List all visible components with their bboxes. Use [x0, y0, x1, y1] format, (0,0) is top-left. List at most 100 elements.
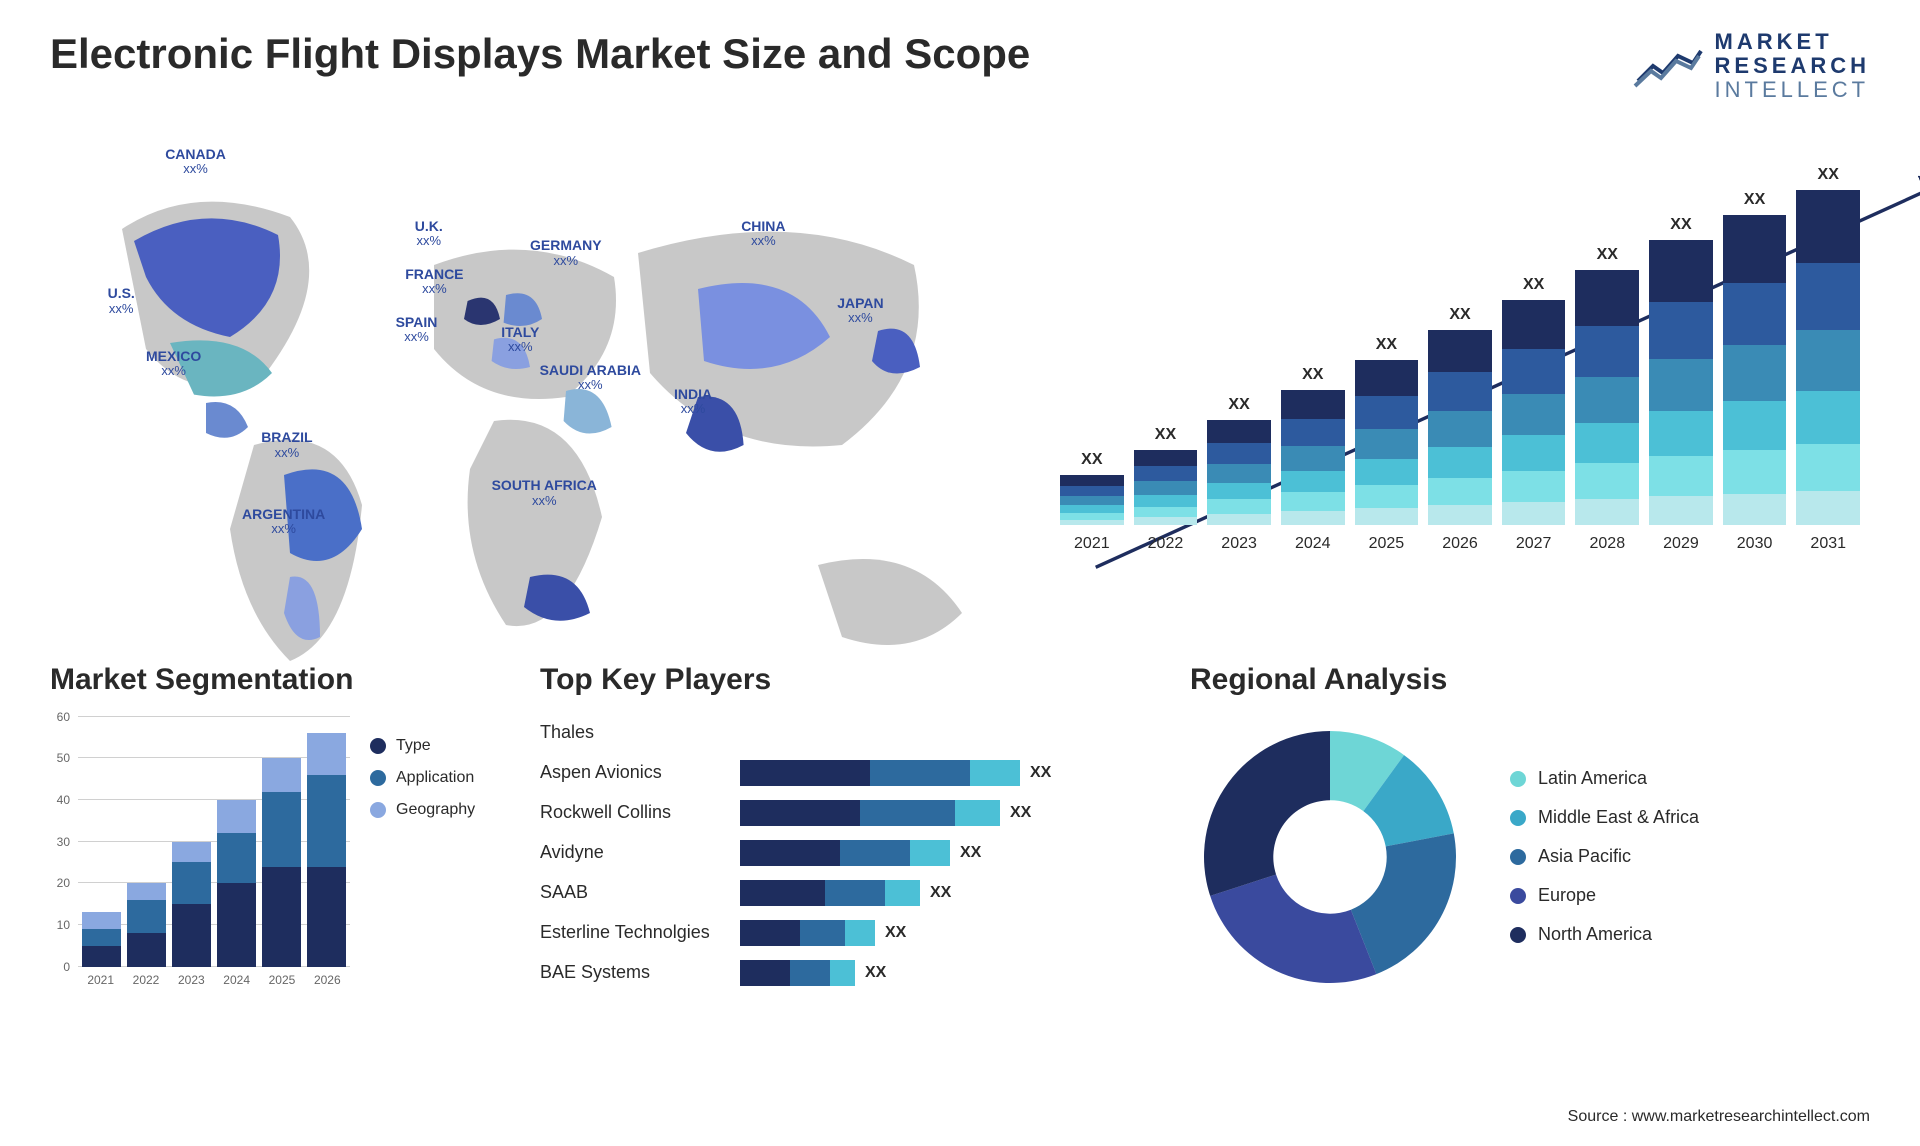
forecast-bar: XX 2028 — [1575, 246, 1639, 553]
forecast-year: 2029 — [1663, 535, 1699, 553]
forecast-value: XX — [1744, 191, 1765, 209]
seg-bar — [217, 800, 256, 967]
map-label: BRAZILxx% — [261, 430, 312, 460]
y-tick: 40 — [57, 793, 70, 807]
y-tick: 60 — [57, 710, 70, 724]
player-name: BAE Systems — [540, 962, 740, 983]
regional-title: Regional Analysis — [1190, 663, 1870, 697]
player-value: XX — [1010, 804, 1031, 822]
player-row: Esterline TechnolgiesXX — [540, 917, 1160, 949]
forecast-year: 2024 — [1295, 535, 1331, 553]
forecast-value: XX — [1228, 396, 1249, 414]
forecast-value: XX — [1818, 166, 1839, 184]
forecast-bar: XX 2030 — [1723, 191, 1787, 553]
forecast-bar: XX 2021 — [1060, 451, 1124, 553]
forecast-value: XX — [1081, 451, 1102, 469]
legend-item: Geography — [370, 801, 475, 819]
logo-line3: INTELLECT — [1715, 78, 1870, 102]
forecast-year: 2027 — [1516, 535, 1552, 553]
forecast-bar: XX 2023 — [1207, 396, 1271, 553]
legend-item: Application — [370, 769, 475, 787]
player-value: XX — [885, 924, 906, 942]
player-name: Avidyne — [540, 842, 740, 863]
seg-bar — [307, 733, 346, 966]
map-label: MEXICOxx% — [146, 349, 201, 379]
forecast-bar: XX 2026 — [1428, 306, 1492, 553]
regional-donut — [1190, 717, 1470, 997]
y-tick: 50 — [57, 751, 70, 765]
forecast-bar: XX 2022 — [1134, 426, 1198, 553]
legend-item: Type — [370, 737, 475, 755]
map-svg — [50, 133, 1010, 733]
forecast-year: 2021 — [1074, 535, 1110, 553]
seg-year: 2026 — [305, 967, 350, 997]
map-label: SPAINxx% — [396, 315, 438, 345]
segmentation-chart: 0102030405060 202120222023202420252026 — [50, 717, 350, 997]
regional-legend: Latin AmericaMiddle East & AfricaAsia Pa… — [1510, 768, 1699, 945]
forecast-value: XX — [1155, 426, 1176, 444]
player-value: XX — [930, 884, 951, 902]
world-map: CANADAxx% U.S.xx% MEXICOxx% BRAZILxx% ARGENT… — [50, 133, 1010, 613]
seg-year: 2023 — [169, 967, 214, 997]
logo-icon — [1633, 41, 1703, 91]
map-label: ARGENTINAxx% — [242, 507, 325, 537]
map-label: SAUDI ARABIAxx% — [540, 363, 641, 393]
seg-bar — [172, 842, 211, 967]
y-tick: 10 — [57, 918, 70, 932]
forecast-bar: XX 2031 — [1796, 166, 1860, 553]
forecast-bar: XX 2025 — [1355, 336, 1419, 553]
forecast-value: XX — [1449, 306, 1470, 324]
player-row: Aspen AvionicsXX — [540, 757, 1160, 789]
forecast-year: 2022 — [1148, 535, 1184, 553]
forecast-value: XX — [1597, 246, 1618, 264]
logo: MARKET RESEARCH INTELLECT — [1633, 30, 1870, 103]
seg-year: 2024 — [214, 967, 259, 997]
y-tick: 0 — [63, 960, 70, 974]
seg-bar — [127, 883, 166, 966]
regional-panel: Regional Analysis Latin AmericaMiddle Ea… — [1190, 663, 1870, 1043]
map-label: JAPANxx% — [837, 296, 883, 326]
forecast-year: 2030 — [1737, 535, 1773, 553]
player-value: XX — [960, 844, 981, 862]
player-row: Avidyne XX — [540, 837, 1160, 869]
map-label: ITALYxx% — [501, 325, 539, 355]
map-label: CHINAxx% — [741, 219, 785, 249]
forecast-year: 2031 — [1810, 535, 1846, 553]
map-label: CANADAxx% — [165, 147, 226, 177]
map-label: U.S.xx% — [108, 286, 135, 316]
player-row: Rockwell Collins XX — [540, 797, 1160, 829]
logo-line1: MARKET — [1715, 30, 1870, 54]
seg-year: 2025 — [259, 967, 304, 997]
seg-bar — [262, 758, 301, 966]
player-name: SAAB — [540, 882, 740, 903]
y-tick: 20 — [57, 876, 70, 890]
player-name: Rockwell Collins — [540, 802, 740, 823]
forecast-bar: XX2027 — [1502, 276, 1566, 553]
map-label: FRANCExx% — [405, 267, 463, 297]
forecast-year: 2028 — [1590, 535, 1626, 553]
forecast-year: 2023 — [1221, 535, 1257, 553]
segmentation-legend: Type Application Geography — [370, 737, 475, 997]
donut-slice — [1210, 874, 1376, 982]
forecast-value: XX — [1376, 336, 1397, 354]
map-label: INDIAxx% — [674, 387, 712, 417]
player-row: SAAB XX — [540, 877, 1160, 909]
seg-year: 2022 — [123, 967, 168, 997]
player-value: XX — [865, 964, 886, 982]
logo-line2: RESEARCH — [1715, 54, 1870, 78]
forecast-value: XX — [1670, 216, 1691, 234]
map-label: U.K.xx% — [415, 219, 443, 249]
legend-item: Europe — [1510, 885, 1699, 906]
forecast-year: 2025 — [1369, 535, 1405, 553]
player-value: XX — [1030, 764, 1051, 782]
seg-year: 2021 — [78, 967, 123, 997]
forecast-year: 2026 — [1442, 535, 1478, 553]
y-tick: 30 — [57, 835, 70, 849]
legend-item: Asia Pacific — [1510, 846, 1699, 867]
page-title: Electronic Flight Displays Market Size a… — [50, 30, 1030, 78]
forecast-bar: XX 2029 — [1649, 216, 1713, 553]
player-row: BAE Systems XX — [540, 957, 1160, 989]
legend-item: Latin America — [1510, 768, 1699, 789]
forecast-chart: XX2021XX2022XX2023XX2024XX2025XX2026XX20… — [1050, 133, 1870, 613]
forecast-value: XX — [1302, 366, 1323, 384]
